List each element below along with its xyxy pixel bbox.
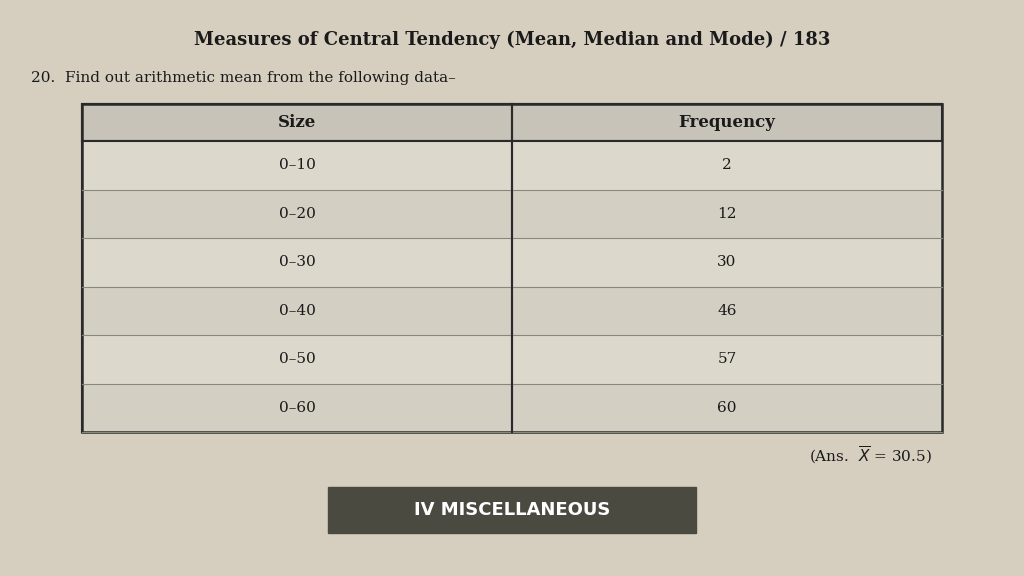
- Polygon shape: [82, 335, 942, 384]
- Text: 57: 57: [718, 353, 736, 366]
- Text: 0–40: 0–40: [279, 304, 315, 318]
- Polygon shape: [82, 238, 942, 287]
- Text: 0–20: 0–20: [279, 207, 315, 221]
- Text: 12: 12: [717, 207, 737, 221]
- Polygon shape: [82, 384, 942, 432]
- Text: 2: 2: [722, 158, 732, 172]
- Polygon shape: [82, 141, 942, 190]
- Text: Size: Size: [278, 114, 316, 131]
- Text: 0–50: 0–50: [279, 353, 315, 366]
- Text: Frequency: Frequency: [679, 114, 775, 131]
- Text: 30: 30: [718, 255, 736, 270]
- Text: 0–60: 0–60: [279, 401, 315, 415]
- Text: (Ans.  $\overline{X}$ = 30.5): (Ans. $\overline{X}$ = 30.5): [809, 444, 932, 466]
- Text: Measures of Central Tendency (Mean, Median and Mode) / 183: Measures of Central Tendency (Mean, Medi…: [194, 31, 830, 50]
- Text: 46: 46: [717, 304, 737, 318]
- Text: 60: 60: [717, 401, 737, 415]
- Text: 20.  Find out arithmetic mean from the following data–: 20. Find out arithmetic mean from the fo…: [31, 71, 456, 85]
- Polygon shape: [82, 190, 942, 238]
- Polygon shape: [82, 104, 942, 141]
- Text: IV MISCELLANEOUS: IV MISCELLANEOUS: [414, 501, 610, 519]
- Text: 0–30: 0–30: [279, 255, 315, 270]
- FancyBboxPatch shape: [328, 487, 696, 533]
- Text: 0–10: 0–10: [279, 158, 315, 172]
- Polygon shape: [82, 287, 942, 335]
